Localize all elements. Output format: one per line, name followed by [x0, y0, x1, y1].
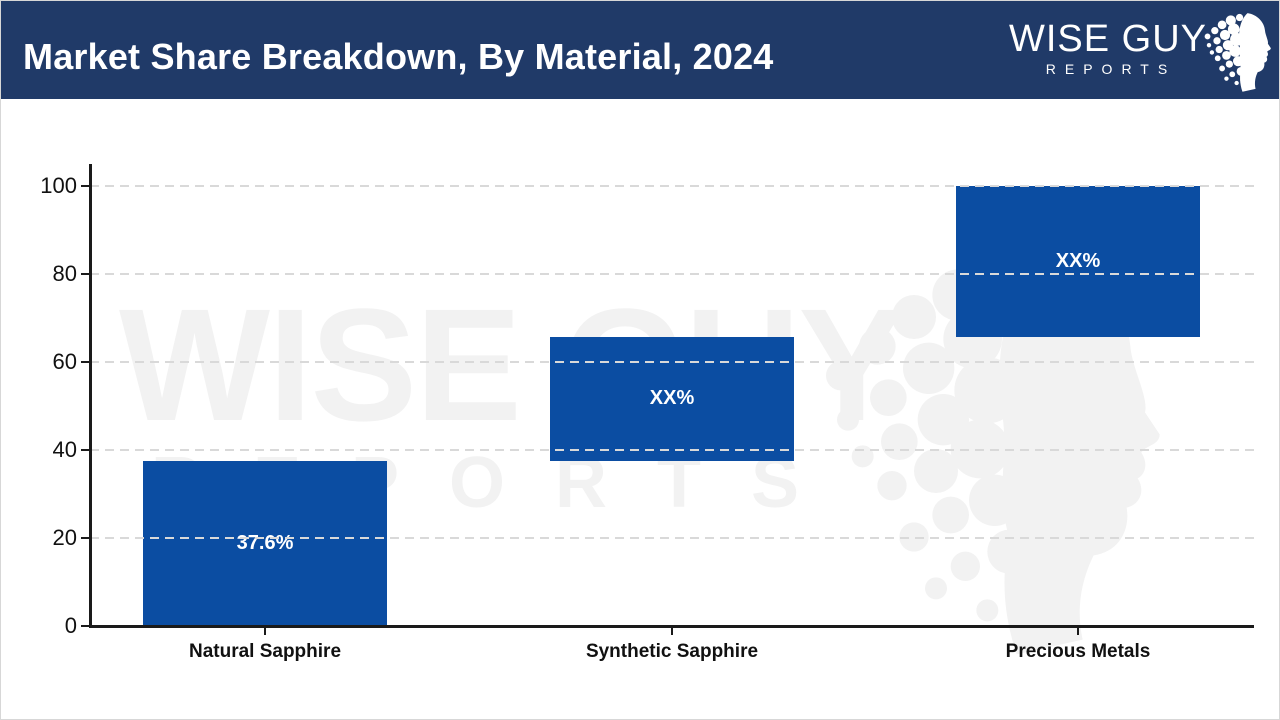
brand-logo: WISE GUY REPORTS [1009, 7, 1273, 95]
y-tick-label-20: 20 [52, 525, 77, 550]
y-axis-spine [89, 164, 92, 628]
x-axis-spine [89, 625, 1254, 628]
category-label-2: Precious Metals [1005, 641, 1151, 662]
y-tick-40 [81, 449, 89, 451]
gridline-100 [90, 185, 1254, 187]
bar-1: XX% [550, 336, 794, 461]
logo-head-icon [1204, 13, 1271, 92]
bar-value-label: 37.6% [236, 531, 294, 554]
y-tick-label-60: 60 [52, 349, 77, 374]
y-tick-20 [81, 537, 89, 539]
gridline-60 [90, 361, 1254, 363]
y-tick-label-0: 0 [64, 613, 77, 638]
x-tick-0 [264, 628, 266, 635]
y-tick-60 [81, 361, 89, 363]
category-label-0: Natural Sapphire [188, 641, 342, 662]
gridline-20 [90, 537, 1254, 539]
y-tick-0 [81, 625, 89, 627]
bar-value-label: XX% [1055, 249, 1101, 272]
brand-logo-text: WISE GUY REPORTS [1009, 20, 1207, 76]
y-tick-100 [81, 185, 89, 187]
page-title: Market Share Breakdown, By Material, 202… [23, 36, 774, 77]
x-tick-2 [1077, 628, 1079, 635]
logo-wordmark: WISE GUY [1008, 18, 1207, 60]
bar-2: XX% [956, 186, 1200, 337]
logo-subtitle: REPORTS [1045, 61, 1177, 77]
gridline-80 [90, 273, 1254, 275]
bar-value-label: XX% [649, 387, 695, 410]
y-tick-label-100: 100 [40, 173, 77, 198]
y-tick-label-80: 80 [52, 261, 77, 286]
y-tick-label-40: 40 [52, 437, 77, 462]
category-label-1: Synthetic Sapphire [585, 641, 759, 662]
y-tick-80 [81, 273, 89, 275]
bar-0: 37.6% [143, 460, 387, 626]
plot-area: WISE GUY REPORTS 0 20 40 60 80 100 37.6% Natura… [1, 99, 1279, 719]
header: Market Share Breakdown, By Material, 202… [1, 1, 1279, 99]
x-tick-1 [671, 628, 673, 635]
gridline-40 [90, 449, 1254, 451]
